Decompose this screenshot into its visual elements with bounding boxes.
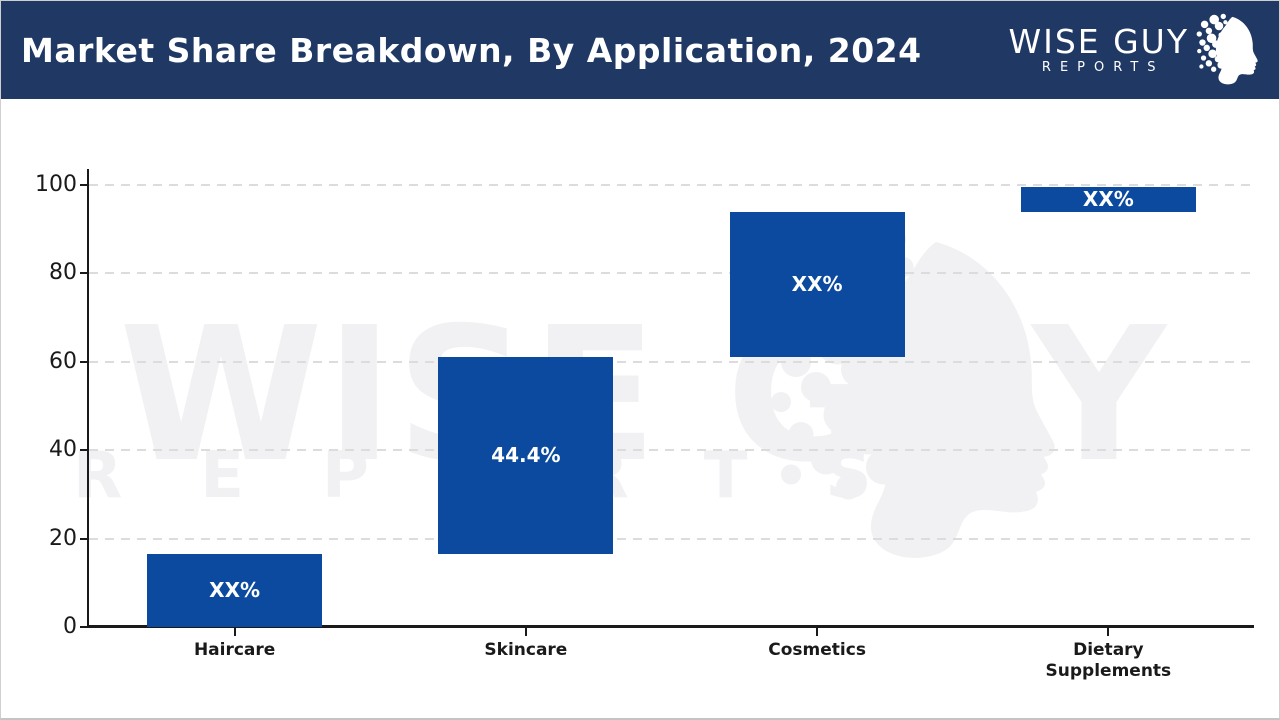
bar-skincare: 44.4% — [438, 357, 614, 554]
x-axis-line — [87, 625, 1254, 628]
gridline-40 — [89, 449, 1254, 452]
logo-subtext: REPORTS — [1041, 60, 1165, 75]
x-tick-skincare — [524, 628, 527, 636]
y-axis-line — [87, 169, 89, 628]
gridline-80 — [89, 272, 1254, 275]
wise-guy-logo: WISE GUY REPORTS — [1008, 10, 1259, 90]
y-tick-label-20: 20 — [49, 525, 77, 551]
y-tick-label-80: 80 — [49, 260, 77, 286]
x-category-label-haircare: Haircare — [193, 640, 276, 660]
bar-dietary-supplements: XX% — [1020, 186, 1196, 212]
y-tick-100 — [80, 184, 89, 186]
x-category-label-skincare: Skincare — [484, 640, 568, 660]
bar-value-label-haircare: XX% — [209, 578, 261, 603]
header: Market Share Breakdown, By Application, … — [1, 1, 1279, 99]
y-tick-20 — [80, 537, 89, 540]
x-category-label-cosmetics: Cosmetics — [768, 640, 866, 660]
y-tick-40 — [80, 449, 89, 452]
x-tick-cosmetics — [816, 628, 819, 636]
gridline-60 — [89, 360, 1254, 363]
bar-value-label-dietary-supplements: XX% — [1082, 187, 1134, 212]
y-tick-80 — [80, 272, 89, 275]
logo-wordmark: WISE GUY — [1008, 22, 1189, 61]
x-category-label-dietary-supplements: Dietary Supplements — [1045, 640, 1172, 681]
y-tick-label-100: 100 — [35, 172, 77, 197]
x-tick-haircare — [233, 628, 236, 636]
y-tick-label-0: 0 — [63, 614, 77, 639]
y-tick-label-40: 40 — [49, 437, 77, 463]
wise-guy-head-icon — [1195, 10, 1259, 90]
y-tick-label-60: 60 — [49, 348, 77, 374]
bar-value-label-cosmetics: XX% — [791, 272, 843, 297]
bar-cosmetics: XX% — [729, 211, 905, 358]
gridline-20 — [89, 537, 1254, 540]
y-tick-60 — [80, 360, 89, 363]
bar-value-label-skincare: 44.4% — [491, 443, 561, 468]
page-title: Market Share Breakdown, By Application, … — [21, 30, 922, 70]
gridline-100 — [89, 184, 1254, 186]
logo-text: WISE GUY REPORTS — [1008, 24, 1189, 76]
x-tick-dietary-supplements — [1107, 628, 1110, 636]
bar-haircare: XX% — [147, 553, 323, 627]
y-tick-0 — [80, 626, 89, 628]
